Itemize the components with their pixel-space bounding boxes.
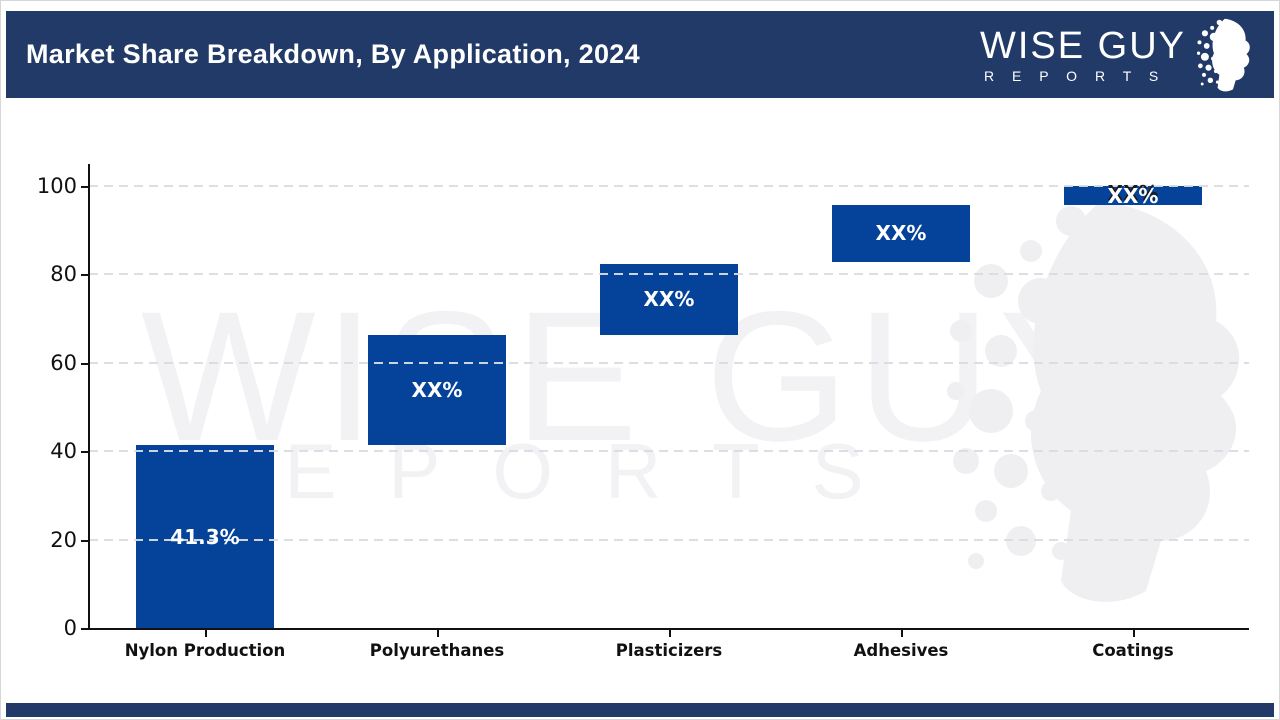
brand-logo-text: WISE GUY R E P O R T S (980, 27, 1186, 83)
category-label-polyurethanes: Polyurethanes (369, 641, 505, 660)
y-tick-mark (81, 274, 88, 277)
footer-band (6, 703, 1274, 717)
gridline-80 (89, 273, 1249, 276)
y-tick-mark (81, 451, 88, 454)
category-label-coatings: Coatings (1092, 641, 1174, 660)
plot-area: 41.3% XX% XX% XX% XX% (89, 183, 1249, 628)
watermark-reports-text: REPORTS (176, 427, 916, 515)
category-label-nylon-production: Nylon Production (124, 641, 286, 660)
x-tick-mark (1133, 630, 1135, 637)
y-tick-label-80: 80 (50, 262, 77, 287)
bar-value-label: XX% (643, 287, 695, 312)
brand-subtitle: R E P O R T S (983, 67, 1166, 84)
bar-coatings (1064, 186, 1202, 206)
gridline-40 (89, 450, 1249, 453)
bar-value-label: XX% (1107, 183, 1159, 208)
category-label-plasticizers: Plasticizers (615, 641, 723, 660)
bar-nylon-production (136, 445, 274, 628)
brand-face-icon (1196, 18, 1250, 91)
y-tick-label-100: 100 (36, 174, 77, 198)
bar-polyurethanes (368, 335, 506, 446)
y-axis-line (88, 164, 90, 630)
gridline-100 (89, 185, 1249, 187)
bar-value-label: XX% (875, 221, 927, 246)
y-tick-mark (81, 186, 88, 188)
y-tick-mark (81, 628, 88, 630)
gridline-20 (89, 538, 1249, 541)
bar-plasticizers (600, 263, 738, 335)
y-tick-mark (81, 539, 88, 542)
gridline-60 (89, 361, 1249, 364)
x-tick-mark (669, 630, 671, 637)
y-tick-label-60: 60 (50, 350, 77, 375)
brand-name: WISE GUY (979, 24, 1186, 67)
header-band: Market Share Breakdown, By Application, … (6, 11, 1274, 98)
y-tick-label-0: 0 (63, 616, 77, 640)
x-axis-line (88, 628, 1249, 630)
y-tick-label-40: 40 (50, 439, 77, 464)
x-tick-mark (437, 630, 439, 637)
page-title: Market Share Breakdown, By Application, … (26, 39, 640, 69)
bar-value-label: 41.3% (170, 524, 240, 549)
bar-adhesives (832, 204, 970, 262)
y-tick-mark (81, 362, 88, 365)
x-tick-mark (901, 630, 903, 637)
category-label-adhesives: Adhesives (853, 641, 949, 660)
x-tick-mark (205, 630, 207, 637)
y-tick-label-20: 20 (50, 527, 77, 552)
brand-logo: WISE GUY R E P O R T S (980, 17, 1254, 93)
bar-value-label: XX% (411, 378, 463, 403)
